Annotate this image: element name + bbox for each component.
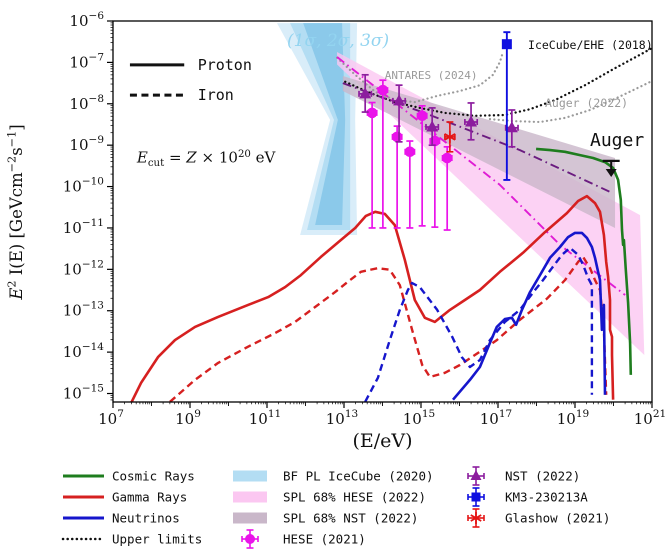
- legend-marker: [471, 492, 481, 502]
- legend-patch-sample: [233, 470, 267, 482]
- km3-marker: [501, 39, 512, 50]
- legend-item: SPL 68% HESE (2022): [233, 490, 426, 505]
- nst-marker: [465, 115, 478, 127]
- auger-upper-limit: [602, 159, 620, 178]
- annotation-icecube-ehe-label: IceCube/EHE (2018): [528, 38, 653, 52]
- legend-label: NST (2022): [505, 469, 580, 484]
- legend-item: KM3-230213A: [467, 487, 588, 507]
- x-tick-label: 109: [175, 408, 201, 428]
- curve-icecube-ehe-2018-limit: [344, 46, 652, 117]
- legend-label: Gamma Rays: [112, 490, 187, 505]
- x-tick-label: 1015: [403, 408, 435, 428]
- nst-points: [358, 73, 519, 148]
- legend-item: SPL 68% NST (2022): [233, 511, 418, 526]
- hese-marker: [377, 84, 389, 96]
- km3-point: [501, 31, 512, 181]
- legend-marker: [245, 534, 255, 544]
- legend-marker: [470, 470, 482, 480]
- legend-label: Cosmic Rays: [112, 469, 195, 484]
- y-tick-label: 10−14: [63, 341, 105, 361]
- y-tick-label: 10−11: [63, 217, 104, 237]
- band-icecube-1sigma: [303, 23, 346, 226]
- annotation-sigma-bands-label: (1σ, 2σ, 3σ): [287, 31, 389, 51]
- legend-item: NST (2022): [467, 466, 580, 486]
- band-spl-68-hese: [337, 52, 645, 356]
- legend-patch-sample: [233, 491, 267, 503]
- glashow-point: [444, 121, 456, 153]
- legend-label: HESE (2021): [283, 532, 366, 547]
- legend-item: BF PL IceCube (2020): [233, 469, 434, 484]
- annotation-antares-label: ANTARES (2024): [385, 69, 478, 82]
- legend-item: Cosmic Rays: [63, 469, 195, 484]
- legend-label: SPL 68% NST (2022): [283, 511, 418, 526]
- nst-marker: [426, 120, 439, 132]
- y-tick-label: 10−12: [63, 258, 104, 278]
- annotation-auger-label: Auger: [590, 130, 644, 151]
- x-tick-label: 1013: [326, 408, 358, 428]
- legend-item: Gamma Rays: [63, 490, 187, 505]
- curve-gamma-iron: [169, 255, 608, 402]
- legend-label: Upper limits: [112, 532, 202, 547]
- annotation-ecut-annotation: Ecut = Z × 1020 eV: [136, 149, 277, 169]
- x-tick-label: 1019: [557, 408, 589, 428]
- legend-item: HESE (2021): [241, 529, 366, 549]
- inplot-legend-label-iron: Iron: [198, 86, 234, 104]
- nst-marker: [505, 121, 518, 133]
- glashow-marker: [444, 133, 456, 141]
- legend-marker: [470, 514, 482, 522]
- hese-marker: [416, 110, 428, 122]
- y-tick-label: 10−6: [69, 10, 104, 30]
- y-tick-label: 10−10: [63, 176, 104, 196]
- y-tick-label: 10−7: [69, 51, 104, 71]
- legend-label: Glashow (2021): [505, 511, 610, 526]
- curve-neutrino-proton: [452, 231, 607, 401]
- x-tick-label: 1021: [634, 408, 666, 428]
- hese-points: [366, 79, 453, 231]
- auger-arrow: [605, 169, 617, 178]
- legend-item: Neutrinos: [63, 511, 180, 526]
- x-tick-label: 1011: [249, 408, 281, 428]
- curve-cosmic-rays: [535, 147, 633, 375]
- curve-antares-2024-limit: [336, 50, 505, 104]
- curve-gamma-proton: [130, 194, 615, 402]
- hese-marker: [391, 131, 403, 143]
- x-axis-label: (E/eV): [352, 430, 412, 452]
- legend-label: BF PL IceCube (2020): [283, 469, 434, 484]
- legend-label: KM3-230213A: [505, 490, 588, 505]
- nst-marker: [393, 94, 406, 106]
- y-tick-label: 10−15: [63, 383, 104, 403]
- legend-label: SPL 68% HESE (2022): [283, 490, 426, 505]
- hese-marker: [441, 152, 453, 164]
- y-tick-label: 10−9: [69, 134, 104, 154]
- legend-label: Neutrinos: [112, 511, 180, 526]
- legend-patch-sample: [233, 512, 267, 524]
- curve-auger-2022-limit: [488, 79, 652, 124]
- legend-item: Glashow (2021): [467, 508, 610, 528]
- plot-area: [130, 23, 652, 402]
- annotation-auger-2022-label: Auger (2022): [545, 96, 628, 110]
- hese-marker: [404, 146, 416, 158]
- inplot-legend-label-proton: Proton: [198, 56, 252, 74]
- axis-ticks: [107, 20, 653, 408]
- x-tick-label: 107: [98, 408, 124, 428]
- legend-item: Upper limits: [61, 532, 202, 547]
- nst-marker: [359, 87, 372, 99]
- legend: Cosmic Rays Gamma Rays Neutrinos Upper limi…: [61, 466, 610, 549]
- y-tick-label: 10−8: [69, 93, 104, 113]
- y-axis-label: E2 I(E) [GeVcm−2s−1]: [6, 124, 26, 300]
- y-tick-label: 10−13: [63, 300, 104, 320]
- hese-marker: [366, 107, 378, 119]
- x-tick-label: 1017: [480, 408, 512, 428]
